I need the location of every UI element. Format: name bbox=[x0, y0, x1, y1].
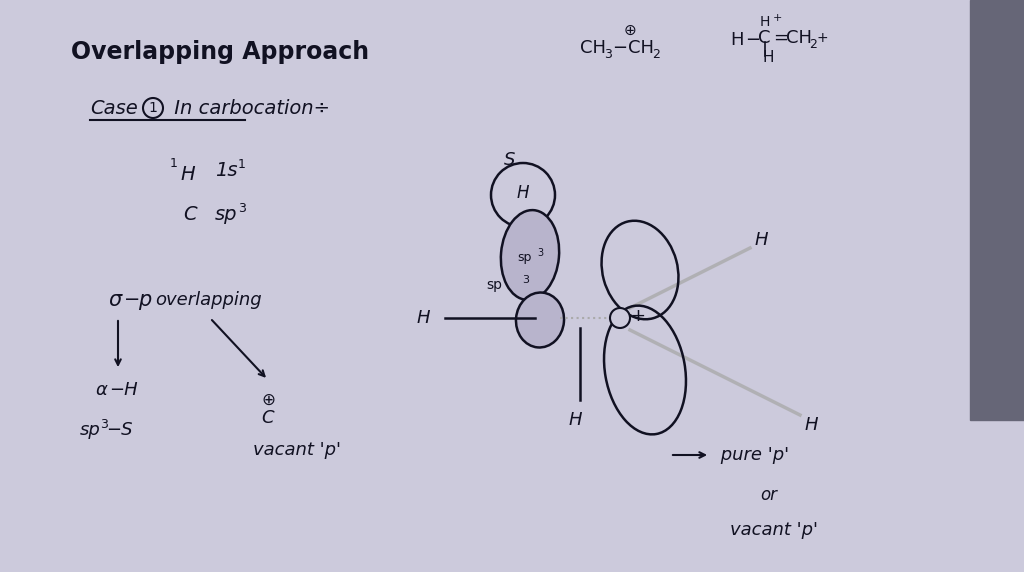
Text: Overlapping Approach: Overlapping Approach bbox=[71, 40, 369, 64]
Text: H: H bbox=[805, 416, 818, 434]
Text: sp: sp bbox=[80, 421, 100, 439]
Text: vacant 'p': vacant 'p' bbox=[730, 521, 818, 539]
Text: CH: CH bbox=[628, 39, 654, 57]
Ellipse shape bbox=[501, 210, 559, 300]
Text: sp: sp bbox=[215, 205, 238, 224]
Ellipse shape bbox=[516, 292, 564, 347]
Text: In carbocation÷: In carbocation÷ bbox=[168, 98, 330, 117]
Text: 3: 3 bbox=[522, 275, 529, 285]
Text: CH: CH bbox=[786, 29, 812, 47]
Text: vacant 'p': vacant 'p' bbox=[253, 441, 341, 459]
Text: σ: σ bbox=[108, 290, 121, 310]
Text: +: + bbox=[773, 13, 782, 23]
Text: overlapping: overlapping bbox=[155, 291, 261, 309]
Text: S: S bbox=[504, 151, 516, 169]
Text: 1s: 1s bbox=[215, 161, 238, 180]
Text: sp: sp bbox=[486, 278, 502, 292]
Text: 1: 1 bbox=[238, 158, 246, 172]
Text: 3: 3 bbox=[604, 47, 612, 61]
Text: pure 'p': pure 'p' bbox=[715, 446, 790, 464]
Text: =: = bbox=[773, 29, 788, 47]
Text: H: H bbox=[517, 184, 529, 202]
Text: C: C bbox=[262, 409, 274, 427]
Text: α: α bbox=[95, 381, 106, 399]
Text: H: H bbox=[568, 411, 582, 429]
Text: CH: CH bbox=[580, 39, 606, 57]
Text: −: − bbox=[124, 291, 140, 309]
Text: 2: 2 bbox=[652, 47, 659, 61]
Text: 1: 1 bbox=[170, 157, 178, 170]
Text: H: H bbox=[180, 165, 195, 185]
Text: 3: 3 bbox=[100, 418, 108, 431]
Text: 2: 2 bbox=[809, 38, 817, 50]
Text: +: + bbox=[631, 307, 645, 325]
Text: or: or bbox=[760, 486, 777, 504]
Text: C: C bbox=[183, 205, 197, 224]
Text: 3: 3 bbox=[238, 202, 246, 216]
Text: H: H bbox=[755, 231, 768, 249]
Text: C: C bbox=[758, 29, 770, 47]
Text: +: + bbox=[816, 31, 827, 45]
Text: −: − bbox=[745, 31, 760, 49]
Circle shape bbox=[610, 308, 630, 328]
Text: −H: −H bbox=[109, 381, 137, 399]
Text: H: H bbox=[762, 50, 773, 66]
Text: p: p bbox=[138, 290, 152, 310]
Text: −S: −S bbox=[106, 421, 132, 439]
Text: ⊕: ⊕ bbox=[624, 22, 636, 38]
Text: −: − bbox=[612, 39, 627, 57]
Text: sp: sp bbox=[517, 252, 531, 264]
Text: H: H bbox=[730, 31, 743, 49]
Text: 1: 1 bbox=[148, 101, 158, 115]
Text: 3: 3 bbox=[537, 248, 543, 258]
Text: H: H bbox=[760, 15, 770, 29]
Bar bbox=[970, 0, 1024, 420]
Text: Case: Case bbox=[90, 98, 138, 117]
Text: H: H bbox=[417, 309, 430, 327]
Text: ⊕: ⊕ bbox=[261, 391, 274, 409]
